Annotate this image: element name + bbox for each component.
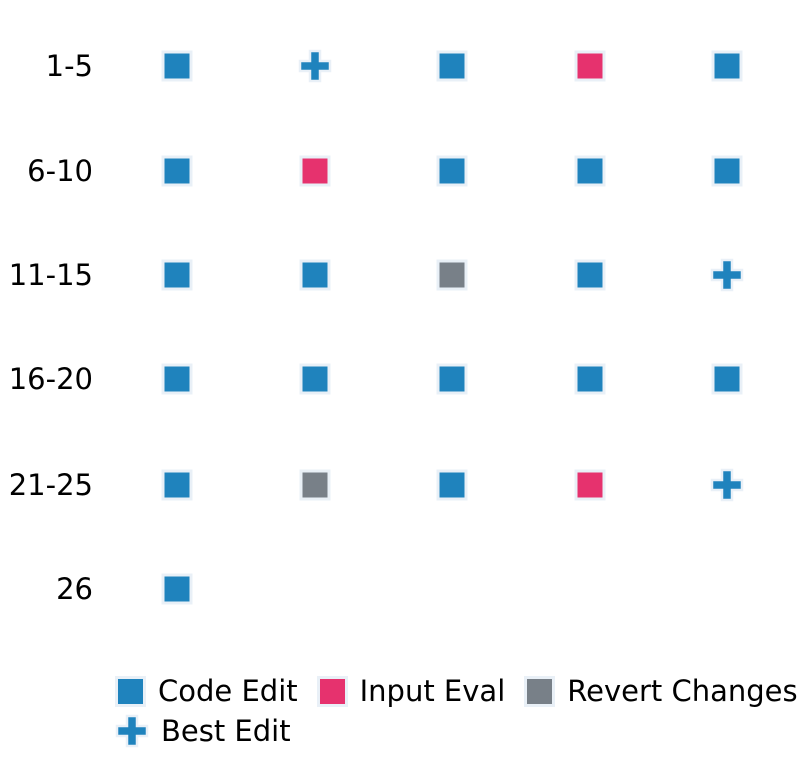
marker-revert-changes bbox=[436, 259, 468, 291]
marker-code-edit bbox=[161, 155, 193, 187]
row-label: 21-25 bbox=[8, 468, 93, 502]
marker-code-edit bbox=[161, 363, 193, 395]
marker-code-edit bbox=[574, 259, 606, 291]
legend-label: Best Edit bbox=[161, 714, 291, 748]
marker-code-edit bbox=[436, 155, 468, 187]
legend-item-revert-changes: Revert Changes bbox=[524, 671, 798, 711]
marker-code-edit bbox=[161, 469, 193, 501]
marker-code-edit bbox=[436, 363, 468, 395]
row-label: 6-10 bbox=[27, 154, 93, 188]
marker-input-eval bbox=[299, 155, 331, 187]
input-eval-swatch-icon bbox=[316, 675, 348, 707]
marker-code-edit bbox=[299, 363, 331, 395]
legend-label: Code Edit bbox=[158, 674, 298, 708]
marker-code-edit bbox=[574, 363, 606, 395]
legend-item-best-edit: Best Edit bbox=[115, 711, 291, 751]
marker-revert-changes bbox=[299, 469, 331, 501]
code-edit-swatch-icon bbox=[115, 675, 146, 707]
legend: Code Edit Input Eval Revert Changes Best Ed… bbox=[115, 671, 805, 751]
marker-best-edit bbox=[710, 468, 744, 502]
legend-label: Revert Changes bbox=[567, 674, 798, 708]
marker-code-edit bbox=[299, 259, 331, 291]
marker-code-edit bbox=[711, 363, 743, 395]
marker-code-edit bbox=[161, 259, 193, 291]
row-label: 11-15 bbox=[8, 258, 93, 292]
legend-item-input-eval: Input Eval bbox=[316, 671, 506, 711]
marker-code-edit bbox=[574, 155, 606, 187]
marker-code-edit bbox=[711, 50, 743, 82]
marker-best-edit bbox=[298, 49, 332, 83]
marker-code-edit bbox=[436, 469, 468, 501]
marker-code-edit bbox=[161, 50, 193, 82]
row-label: 1-5 bbox=[45, 49, 93, 83]
marker-code-edit bbox=[161, 573, 193, 605]
best-edit-swatch-icon bbox=[115, 714, 149, 748]
legend-item-code-edit: Code Edit bbox=[115, 671, 298, 711]
legend-label: Input Eval bbox=[359, 674, 506, 708]
marker-code-edit bbox=[436, 50, 468, 82]
revert-changes-swatch-icon bbox=[524, 675, 556, 707]
row-label: 16-20 bbox=[8, 362, 93, 396]
marker-code-edit bbox=[711, 155, 743, 187]
marker-input-eval bbox=[574, 50, 606, 82]
marker-best-edit bbox=[710, 258, 744, 292]
row-label: 26 bbox=[56, 572, 93, 606]
marker-input-eval bbox=[574, 469, 606, 501]
